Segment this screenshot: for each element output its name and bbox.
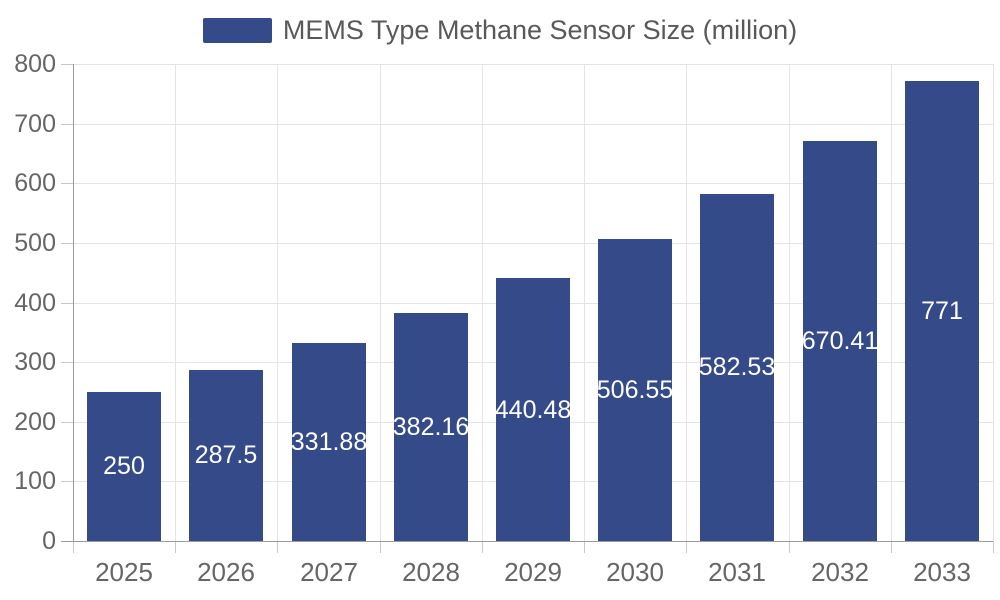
x-axis-tick	[380, 541, 381, 553]
x-axis-tick-label: 2027	[300, 557, 358, 587]
gridline-vertical	[789, 64, 790, 541]
bar-value-label: 506.55	[596, 376, 674, 404]
bar-value-label: 670.41	[801, 327, 879, 355]
gridline-vertical	[277, 64, 278, 541]
x-axis-tick	[277, 541, 278, 553]
bar-2025[interactable]	[87, 392, 161, 541]
x-axis-tick	[891, 541, 892, 553]
x-axis-tick-label: 2029	[504, 557, 562, 587]
bar-2027[interactable]	[292, 343, 366, 541]
y-axis-tick	[61, 183, 73, 184]
y-axis-tick-label: 600	[14, 169, 56, 197]
bar-2032[interactable]	[803, 141, 877, 541]
y-axis-tick	[61, 243, 73, 244]
gridline-horizontal	[73, 243, 993, 244]
gridline-horizontal	[73, 64, 993, 65]
gridline-vertical	[584, 64, 585, 541]
y-axis-tick-label: 800	[14, 50, 56, 78]
x-axis-tick	[686, 541, 687, 553]
y-axis-tick-label: 0	[42, 527, 56, 555]
gridline-vertical	[380, 64, 381, 541]
bar-2028[interactable]	[394, 313, 468, 541]
legend-item[interactable]: MEMS Type Methane Sensor Size (million)	[202, 14, 798, 46]
y-axis-line	[73, 64, 74, 541]
y-axis-tick	[61, 303, 73, 304]
bar-2030[interactable]	[598, 239, 672, 541]
bar-value-label: 771	[921, 297, 963, 325]
y-axis-tick-label: 400	[14, 289, 56, 317]
x-axis-tick	[584, 541, 585, 553]
x-axis-tick-label: 2026	[197, 557, 255, 587]
bar-2031[interactable]	[700, 194, 774, 541]
legend: MEMS Type Methane Sensor Size (million)	[0, 13, 1000, 47]
bar-value-label: 582.53	[698, 353, 776, 381]
x-axis-tick	[175, 541, 176, 553]
bar-value-label: 287.5	[194, 441, 258, 469]
gridline-vertical	[482, 64, 483, 541]
y-axis-tick-label: 700	[14, 110, 56, 138]
x-axis-tick	[73, 541, 74, 553]
y-axis-tick-label: 500	[14, 229, 56, 257]
gridline-horizontal	[73, 124, 993, 125]
y-axis-tick	[61, 422, 73, 423]
y-axis-tick-label: 200	[14, 408, 56, 436]
y-axis-tick-label: 300	[14, 348, 56, 376]
gridline-vertical	[993, 64, 994, 541]
x-axis-tick-label: 2030	[606, 557, 664, 587]
y-axis-tick-label: 100	[14, 467, 56, 495]
legend-swatch	[202, 17, 272, 43]
bar-value-label: 331.88	[290, 428, 368, 456]
y-axis-tick	[61, 124, 73, 125]
bar-value-label: 382.16	[392, 413, 470, 441]
y-axis-tick	[61, 64, 73, 65]
x-axis-line	[61, 541, 993, 542]
gridline-horizontal	[73, 183, 993, 184]
x-axis-tick-label: 2032	[811, 557, 869, 587]
gridline-vertical	[686, 64, 687, 541]
y-axis-tick	[61, 362, 73, 363]
gridline-vertical	[891, 64, 892, 541]
x-axis-tick-label: 2033	[913, 557, 971, 587]
bar-2033[interactable]	[905, 81, 979, 541]
gridline-vertical	[175, 64, 176, 541]
legend-label: MEMS Type Methane Sensor Size (million)	[282, 14, 798, 45]
bar-value-label: 440.48	[494, 396, 572, 424]
x-axis-tick	[789, 541, 790, 553]
x-axis-tick-label: 2025	[95, 557, 153, 587]
x-axis-tick-label: 2031	[708, 557, 766, 587]
x-axis-tick	[482, 541, 483, 553]
bar-2029[interactable]	[496, 278, 570, 541]
x-axis-tick-label: 2028	[402, 557, 460, 587]
x-axis-tick	[993, 541, 994, 553]
bar-value-label: 250	[103, 452, 145, 480]
y-axis-tick	[61, 481, 73, 482]
bar-2026[interactable]	[189, 370, 263, 541]
